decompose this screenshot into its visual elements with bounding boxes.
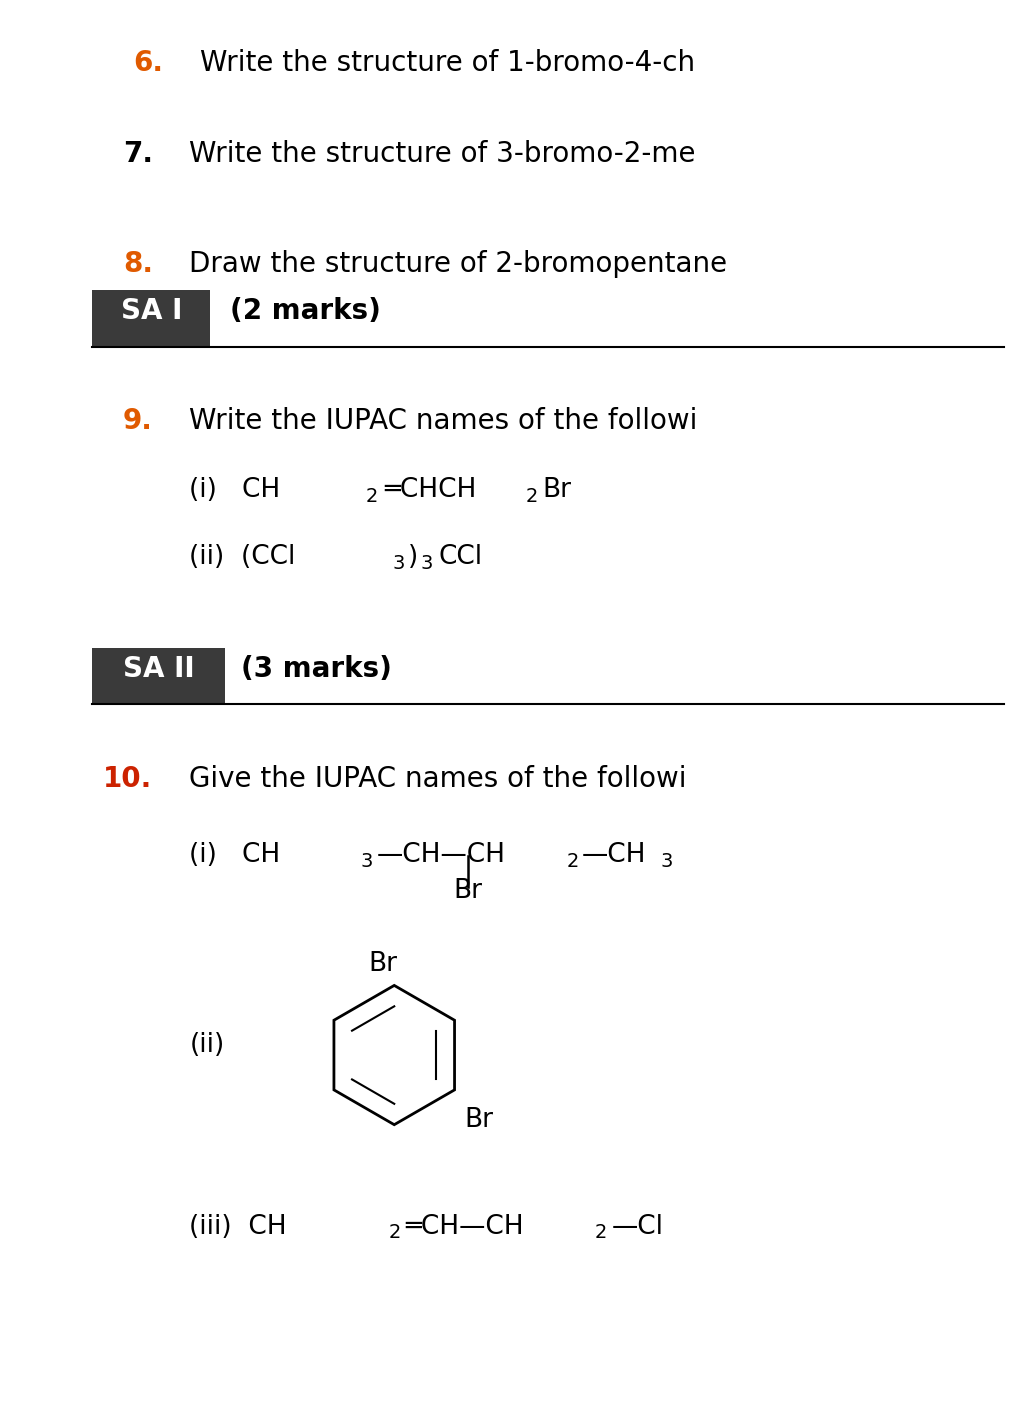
Text: 2: 2	[566, 852, 579, 871]
Text: CCl: CCl	[438, 544, 482, 571]
Text: ═CHCH: ═CHCH	[384, 477, 476, 504]
Text: 2: 2	[525, 487, 538, 506]
Text: —CH—CH: —CH—CH	[377, 842, 506, 868]
Text: 3: 3	[392, 554, 404, 574]
Text: (ii)  (CCl: (ii) (CCl	[189, 544, 296, 571]
Text: SA I: SA I	[121, 297, 182, 325]
Text: 10.: 10.	[102, 765, 152, 793]
Text: ═CH—CH: ═CH—CH	[406, 1214, 524, 1240]
Text: Give the IUPAC names of the followi: Give the IUPAC names of the followi	[189, 765, 687, 793]
FancyBboxPatch shape	[92, 290, 210, 347]
Text: Write the structure of 3-bromo-2-me: Write the structure of 3-bromo-2-me	[189, 140, 696, 168]
Text: 3: 3	[421, 554, 433, 574]
Text: (i)   CH: (i) CH	[189, 842, 281, 868]
Text: SA II: SA II	[123, 655, 195, 683]
Text: (i)   CH: (i) CH	[189, 477, 281, 504]
Text: (ii): (ii)	[189, 1033, 224, 1058]
Text: (3 marks): (3 marks)	[241, 655, 391, 683]
Text: 6.: 6.	[133, 49, 163, 77]
Text: Br: Br	[465, 1107, 494, 1132]
Text: 2: 2	[595, 1223, 607, 1243]
Text: 2: 2	[366, 487, 378, 506]
Text: Br: Br	[454, 878, 482, 905]
Text: Br: Br	[369, 951, 397, 976]
Text: —CH: —CH	[582, 842, 646, 868]
Text: —Cl: —Cl	[611, 1214, 664, 1240]
Text: 3: 3	[660, 852, 673, 871]
Text: Write the structure of 1-bromo-4-ch: Write the structure of 1-bromo-4-ch	[200, 49, 695, 77]
Text: 9.: 9.	[123, 407, 153, 435]
Text: ): )	[408, 544, 418, 571]
Text: Write the IUPAC names of the followi: Write the IUPAC names of the followi	[189, 407, 697, 435]
Text: (2 marks): (2 marks)	[230, 297, 381, 325]
Text: Br: Br	[543, 477, 571, 504]
Text: 2: 2	[389, 1223, 401, 1243]
Text: Draw the structure of 2-bromopentane: Draw the structure of 2-bromopentane	[189, 250, 728, 278]
FancyBboxPatch shape	[92, 648, 225, 704]
Text: 7.: 7.	[123, 140, 153, 168]
Text: (iii)  CH: (iii) CH	[189, 1214, 287, 1240]
Text: 3: 3	[360, 852, 373, 871]
Text: 8.: 8.	[123, 250, 153, 278]
